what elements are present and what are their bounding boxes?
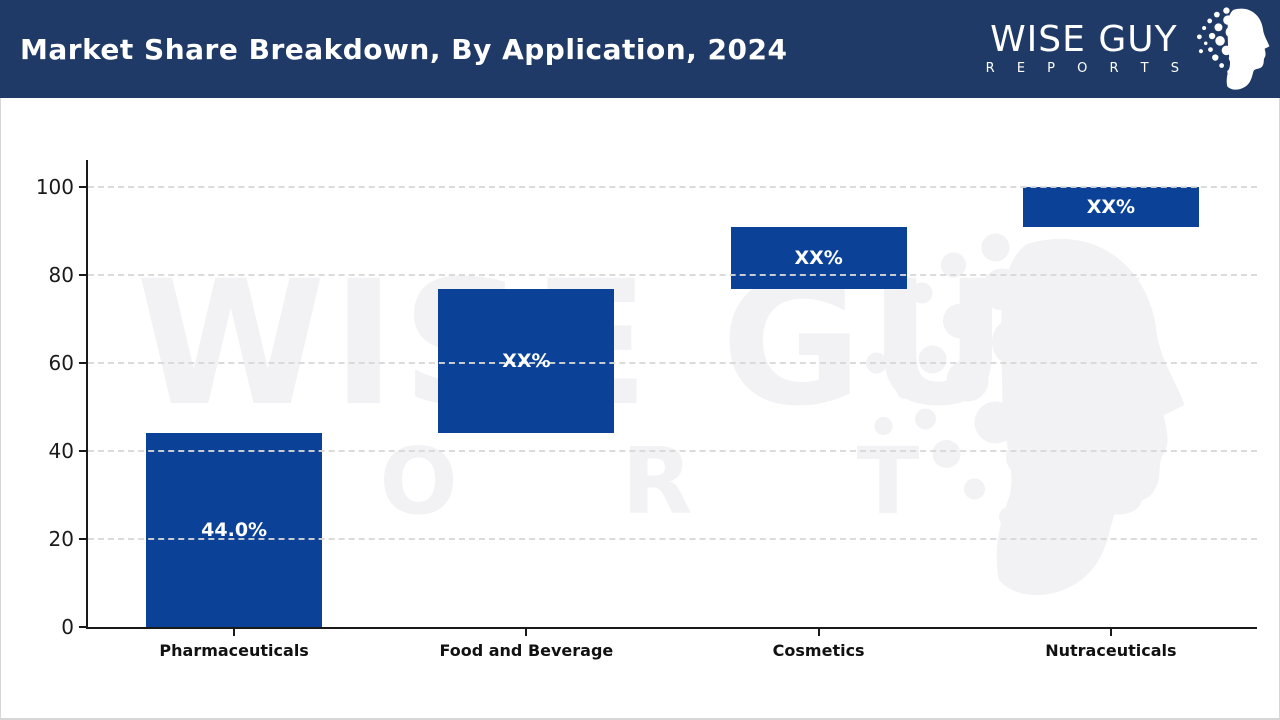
x-tick-label: Nutraceuticals [1045,641,1177,660]
y-tick-label: 40 [48,439,74,463]
grid-line [88,538,1257,540]
logo-wordmark: WISE GUY R E P O R T S [980,20,1188,76]
wiseguy-logo: WISE GUY R E P O R T S [980,5,1272,91]
grid-line [88,450,1257,452]
bar [1022,187,1199,227]
x-tick-label: Pharmaceuticals [159,641,309,660]
x-tick-label: Cosmetics [772,641,865,660]
y-axis-line [86,160,88,629]
bar [146,433,323,627]
bar-value-label: XX% [1086,195,1136,218]
bar-value-label: 44.0% [201,519,268,542]
y-tick-label: 60 [48,351,74,375]
page-border-bottom [0,718,1280,720]
grid-line [88,362,1257,364]
x-tick-mark [1109,629,1112,636]
y-tick-label: 80 [48,263,74,287]
bar-value-label: XX% [794,246,843,269]
page-border-left [0,98,1,720]
y-tick-mark [79,626,86,628]
x-tick-mark [817,629,820,636]
y-tick-mark [79,186,86,188]
x-tick-label: Food and Beverage [439,641,614,660]
y-tick-label: 0 [61,615,74,639]
y-tick-label: 100 [35,175,74,199]
x-tick-mark [233,629,236,636]
y-tick-mark [79,274,86,276]
header: Market Share Breakdown, By Application, … [0,0,1280,98]
y-tick-mark [79,538,86,540]
y-tick-label: 20 [48,527,74,551]
logo-wordmark-line1: WISE GUY [990,19,1178,61]
y-tick-mark [79,362,86,364]
grid-line [88,186,1257,188]
bar-value-label: XX% [502,350,551,373]
grid-line [88,274,1257,276]
x-tick-mark [525,629,528,636]
bar [438,289,615,434]
logo-wordmark-line2: R E P O R T S [985,60,1188,76]
bar [730,226,907,290]
y-tick-mark [79,450,86,452]
page-title: Market Share Breakdown, By Application, … [20,32,788,66]
x-axis-line [86,627,1257,629]
logo-head-icon [1192,5,1272,91]
